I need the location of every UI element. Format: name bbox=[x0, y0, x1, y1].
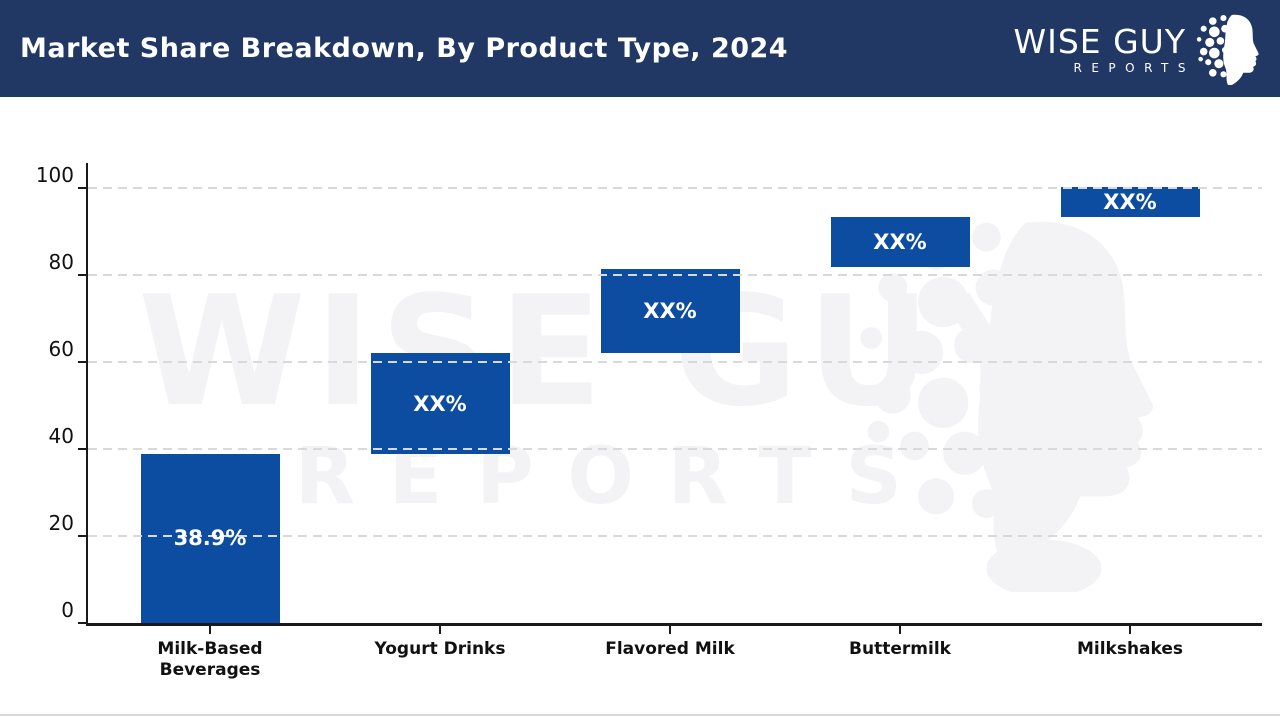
bar-milk-based-beverages bbox=[140, 453, 280, 623]
y-tick-label-100: 100 bbox=[35, 163, 74, 188]
footer-divider bbox=[0, 714, 1280, 716]
y-tick-label-40: 40 bbox=[48, 424, 74, 449]
bar-value-label-buttermilk: XX% bbox=[873, 230, 927, 255]
wiseguy-logo: WISE GUY REPORTS bbox=[1013, 8, 1266, 92]
bar-flavored-milk bbox=[600, 268, 740, 354]
logo-wordmark-line2: REPORTS bbox=[1073, 60, 1195, 75]
y-tick-mark-20 bbox=[78, 535, 86, 538]
x-category-label-flavored-milk: Flavored Milk bbox=[605, 639, 735, 659]
x-tick-mark-yogurt-drinks bbox=[439, 626, 441, 634]
x-tick-mark-buttermilk bbox=[899, 626, 901, 634]
y-tick-mark-40 bbox=[78, 448, 86, 451]
bar-buttermilk bbox=[830, 217, 970, 268]
gridline-60 bbox=[88, 361, 1262, 364]
y-tick-label-0: 0 bbox=[61, 598, 74, 622]
header-bar: Market Share Breakdown, By Product Type,… bbox=[0, 0, 1280, 97]
y-tick-label-60: 60 bbox=[48, 337, 74, 362]
gridline-80 bbox=[88, 274, 1262, 277]
x-category-label-milk-based-beverages: Milk-Based Beverages bbox=[157, 639, 263, 681]
gridline-100 bbox=[88, 187, 1262, 190]
x-tick-mark-milk-based-beverages bbox=[209, 626, 211, 634]
bar-value-label-yogurt-drinks: XX% bbox=[413, 391, 467, 416]
y-tick-label-20: 20 bbox=[48, 511, 74, 536]
y-axis-line bbox=[86, 163, 88, 623]
y-tick-mark-60 bbox=[78, 361, 86, 364]
x-axis-line bbox=[86, 623, 1262, 626]
x-category-label-buttermilk: Buttermilk bbox=[849, 639, 951, 659]
gridline-20 bbox=[88, 535, 1262, 538]
x-tick-mark-milkshakes bbox=[1129, 626, 1131, 634]
y-tick-mark-0 bbox=[78, 622, 86, 624]
x-tick-mark-flavored-milk bbox=[669, 626, 671, 634]
x-category-label-milkshakes: Milkshakes bbox=[1076, 639, 1184, 659]
watermark-head-icon bbox=[860, 221, 1153, 592]
logo-wordmark-line1: WISE GUY bbox=[1013, 22, 1186, 62]
gridline-40 bbox=[88, 448, 1262, 451]
logo-head-icon bbox=[1196, 14, 1259, 85]
x-category-label-yogurt-drinks: Yogurt Drinks bbox=[374, 639, 506, 659]
y-tick-mark-80 bbox=[78, 274, 86, 277]
bar-value-label-flavored-milk: XX% bbox=[643, 298, 697, 323]
bar-milkshakes bbox=[1060, 186, 1200, 218]
logo-wordmark: WISE GUY REPORTS bbox=[1013, 25, 1186, 75]
bar-value-label-milk-based-beverages: 38.9% bbox=[173, 526, 247, 551]
bar-yogurt-drinks bbox=[370, 353, 510, 454]
bar-value-label-milkshakes: XX% bbox=[1103, 189, 1157, 214]
y-tick-label-80: 80 bbox=[48, 250, 74, 275]
waterfall-chart: 0 20 40 60 80 100 38.9% Milk-Based Beverages XX%… bbox=[36, 163, 1262, 680]
y-tick-mark-100 bbox=[78, 187, 86, 190]
page-title: Market Share Breakdown, By Product Type,… bbox=[20, 33, 789, 64]
